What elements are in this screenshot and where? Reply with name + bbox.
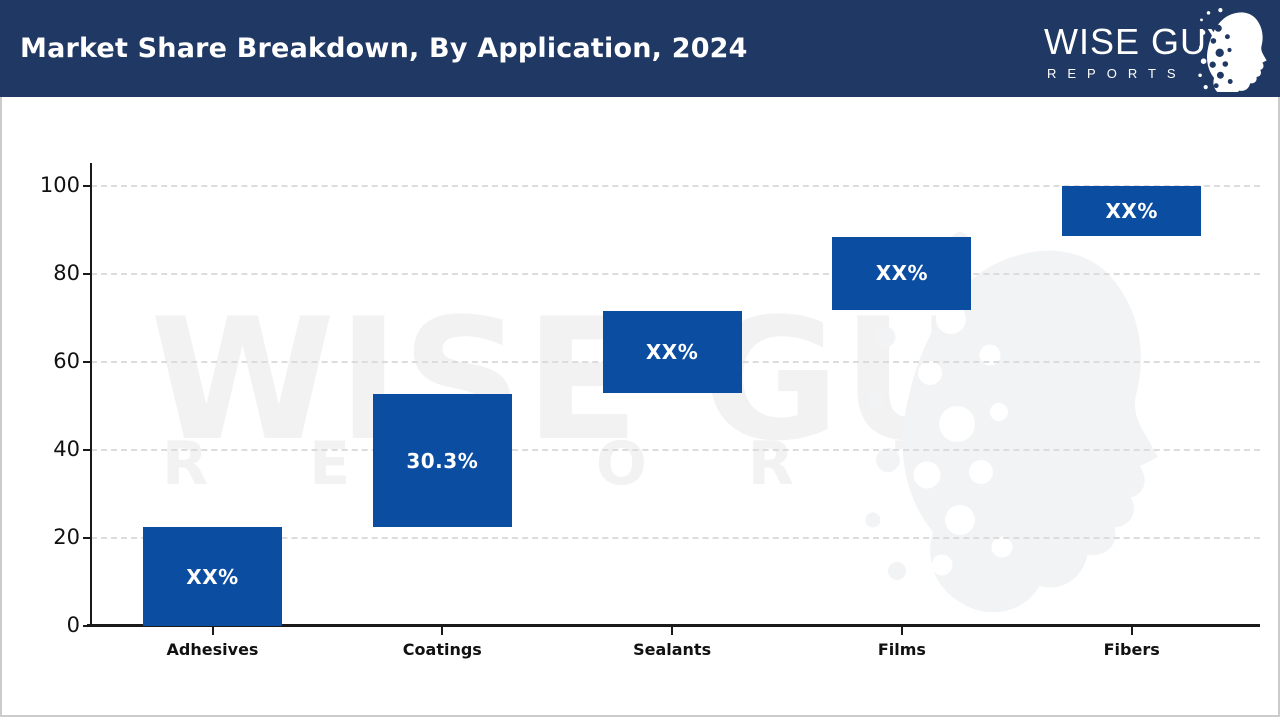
gridline-20 [91, 537, 1260, 539]
y-tick-label: 20 [53, 525, 80, 549]
header: Market Share Breakdown, By Application, … [0, 0, 1280, 97]
y-tick-label: 40 [53, 437, 80, 461]
category-label-adhesives: Adhesives [166, 640, 259, 659]
gridline-80 [91, 273, 1260, 275]
bar-fibers: XX% [1062, 186, 1202, 237]
logo-text: WISE GUY REPORTS [1044, 21, 1233, 82]
logo: WISE GUY REPORTS [1026, 8, 1267, 92]
y-tick-label: 60 [53, 349, 80, 373]
y-tick-mark [83, 185, 90, 187]
category-label-fibers: Fibers [1103, 640, 1160, 659]
logo-subtext: REPORTS [1047, 66, 1187, 81]
y-tick-mark [83, 273, 90, 275]
bar-value-label: XX% [186, 564, 239, 589]
bar-coatings: 30.3% [372, 394, 512, 528]
bar-adhesives: XX% [143, 527, 282, 626]
gridline-40 [91, 449, 1260, 451]
y-tick-mark [83, 361, 90, 363]
gridline-100 [91, 185, 1260, 187]
chart-area: WISE GUY R E P O R T S 0 20 40 60 80 100 XX% Ad… [0, 97, 1280, 717]
bar-value-label: XX% [875, 261, 929, 286]
logo-wordmark: WISE GUY [1044, 21, 1233, 62]
bar-films: XX% [832, 237, 972, 310]
y-tick-label: 80 [53, 261, 80, 285]
y-tick-label: 0 [66, 613, 80, 637]
category-label-sealants: Sealants [633, 640, 712, 659]
y-tick-mark [83, 537, 90, 539]
x-tick-mark [441, 627, 444, 635]
y-axis-line [90, 163, 92, 627]
x-axis-line [87, 624, 1260, 627]
page-title: Market Share Breakdown, By Application, … [20, 33, 748, 64]
logo-face-icon [1198, 8, 1267, 92]
category-label-coatings: Coatings [402, 640, 482, 659]
x-tick-mark [211, 627, 214, 635]
x-tick-mark [1130, 627, 1133, 635]
bar-value-label: XX% [645, 339, 699, 364]
bar-value-label: 30.3% [406, 448, 479, 473]
x-tick-mark [671, 627, 674, 635]
category-label-films: Films [877, 640, 926, 659]
y-tick-label: 100 [39, 173, 80, 197]
x-tick-mark [900, 627, 903, 635]
y-tick-mark [83, 625, 90, 627]
bar-value-label: XX% [1105, 199, 1158, 224]
bar-sealants: XX% [602, 310, 742, 394]
y-tick-mark [83, 449, 90, 451]
watermark-face-icon [865, 232, 1158, 612]
